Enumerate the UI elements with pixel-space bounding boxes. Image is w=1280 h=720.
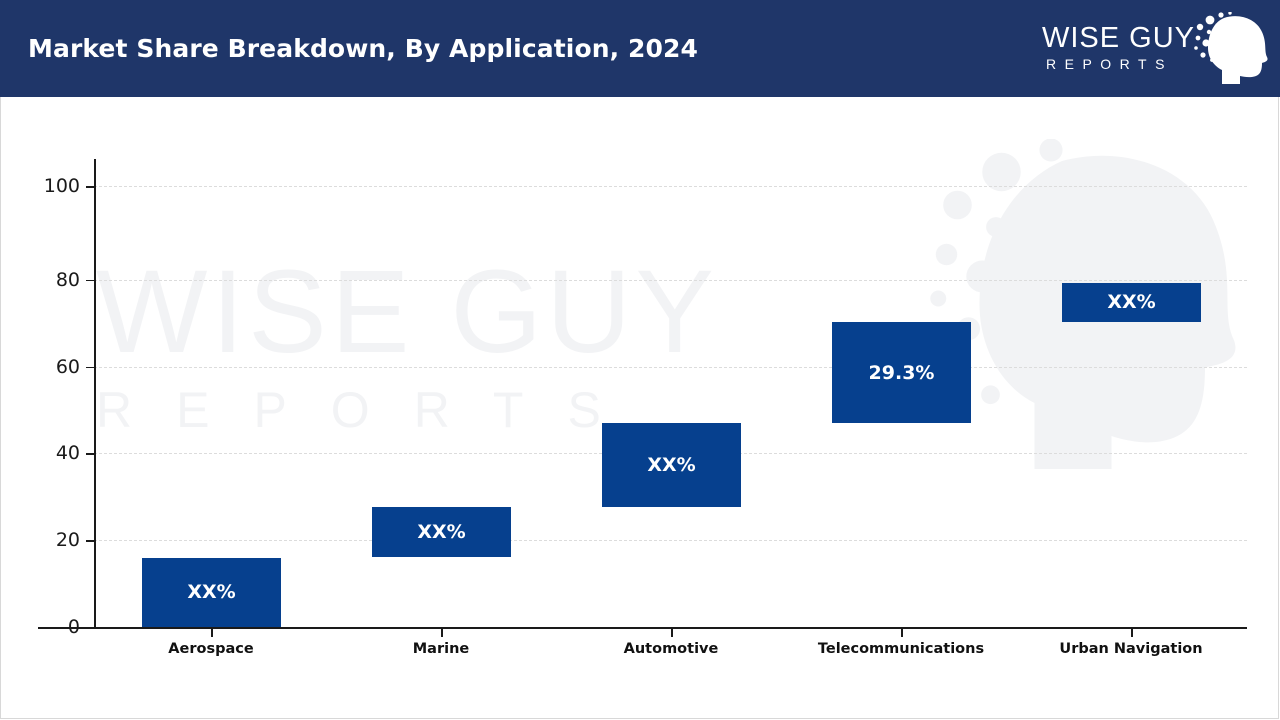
chart-container: WISE GUY REPORTS: [0, 97, 1279, 719]
bar-telecommunications[interactable]: 29.3%: [832, 322, 971, 424]
y-tick-100: [86, 186, 94, 188]
x-axis-label-urban-navigation: Urban Navigation: [1059, 641, 1203, 657]
page-title: Market Share Breakdown, By Application, …: [28, 34, 699, 63]
bar-label-urban-navigation: XX%: [1107, 291, 1156, 314]
y-axis-label-0: 0: [67, 616, 80, 638]
bar-label-automotive: XX%: [647, 454, 696, 477]
y-axis-label-60: 60: [55, 355, 80, 378]
y-axis-label-80: 80: [55, 268, 80, 291]
x-tick-telecommunications: [901, 628, 903, 637]
y-tick-80: [86, 279, 94, 282]
gridline-20: [94, 540, 1247, 542]
x-axis-label-aerospace: Aerospace: [168, 641, 254, 657]
x-axis-label-marine: Marine: [412, 641, 470, 657]
bar-aerospace[interactable]: XX%: [142, 557, 281, 627]
bar-urban-navigation[interactable]: XX%: [1062, 282, 1201, 323]
y-axis-label-100: 100: [43, 175, 80, 197]
plot-area: 0 20 40 60 80 100: [1, 97, 1278, 718]
y-tick-40: [86, 453, 94, 455]
x-tick-aerospace: [211, 628, 213, 637]
bar-label-telecommunications: 29.3%: [868, 361, 935, 384]
y-axis-line: [94, 159, 96, 628]
y-axis-label-40: 40: [55, 442, 80, 465]
x-tick-automotive: [671, 628, 673, 637]
y-tick-60: [86, 366, 94, 369]
x-axis-line: [38, 627, 1247, 629]
bar-marine[interactable]: XX%: [372, 507, 511, 558]
gridline-100: [94, 186, 1247, 187]
x-tick-marine: [441, 628, 443, 637]
header-bar: Market Share Breakdown, By Application, …: [0, 0, 1280, 97]
bar-label-aerospace: XX%: [187, 581, 236, 604]
gridline-80: [94, 279, 1247, 281]
y-axis-label-20: 20: [55, 529, 80, 552]
bar-automotive[interactable]: XX%: [602, 423, 741, 508]
bar-label-marine: XX%: [417, 521, 466, 544]
logo-wordmark-primary: WISE GUY: [1042, 22, 1196, 54]
logo-wordmark-secondary: REPORTS: [1046, 56, 1173, 72]
x-tick-urban-navigation: [1131, 628, 1133, 637]
x-axis-label-telecommunications: Telecommunications: [817, 641, 985, 657]
head-silhouette-icon: [1194, 12, 1268, 85]
wise-guy-reports-logo: WISE GUY REPORTS: [1024, 8, 1274, 90]
gridline-60: [94, 366, 1247, 368]
y-tick-20: [86, 540, 94, 542]
x-axis-label-automotive: Automotive: [623, 641, 719, 657]
y-tick-0: [86, 627, 94, 629]
